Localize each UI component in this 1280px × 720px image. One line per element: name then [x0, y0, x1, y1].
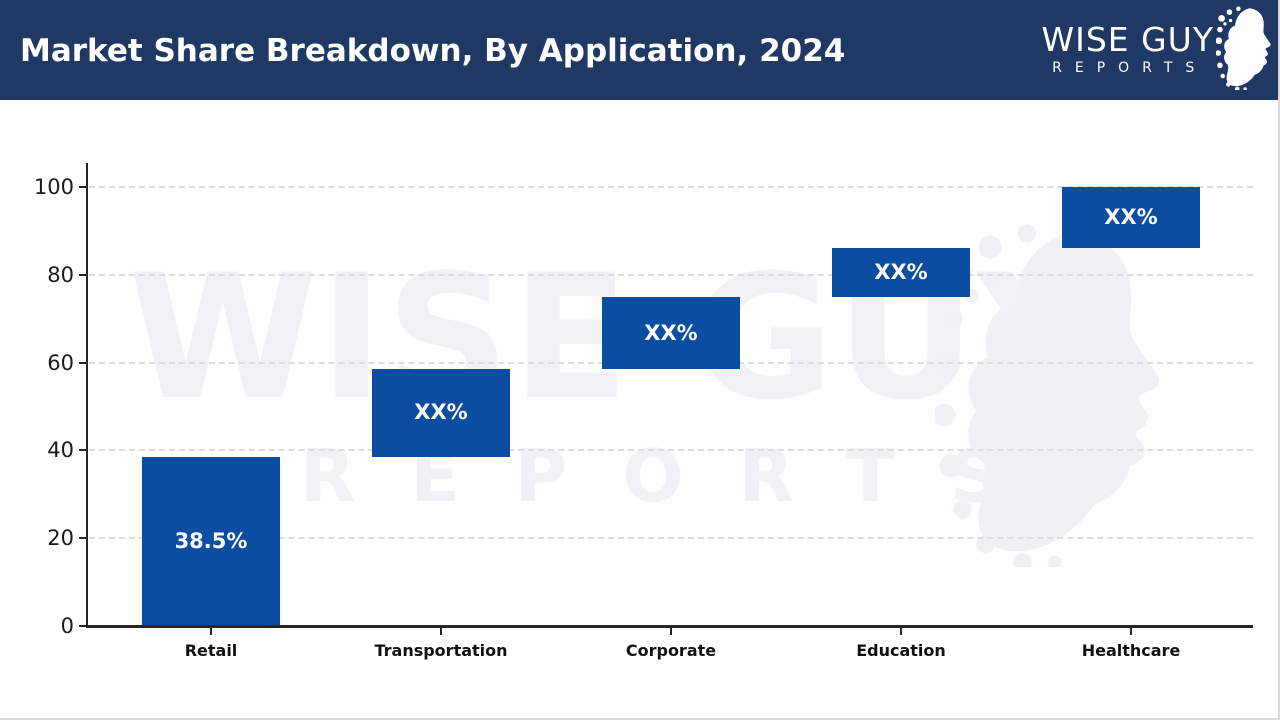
y-tick-40: [79, 449, 88, 452]
x-category-label: Education: [856, 641, 946, 660]
x-category-label: Corporate: [625, 641, 717, 660]
logo-face-icon: [1216, 6, 1271, 90]
x-category-label: Retail: [184, 641, 238, 660]
y-tick-label-80: 80: [47, 262, 74, 287]
y-tick-label-20: 20: [47, 526, 74, 551]
gridline-80: [89, 273, 1253, 276]
bar-value-label: XX%: [1104, 205, 1158, 229]
chart-title: Market Share Breakdown, By Application, …: [20, 33, 846, 69]
y-tick-20: [79, 537, 88, 540]
x-tick-education: [900, 628, 902, 635]
x-tick-transportation: [440, 628, 442, 635]
y-tick-0: [79, 625, 88, 627]
bar-value-label: XX%: [414, 400, 468, 425]
x-tick-corporate: [670, 628, 672, 635]
y-tick-label-60: 60: [47, 350, 74, 375]
wise-guy-reports-logo: WISE GUY REPORTS: [1041, 6, 1272, 90]
bar-value-label: XX%: [874, 260, 928, 285]
bar-retail: [142, 456, 280, 626]
y-tick-100: [79, 186, 88, 188]
y-tick-label-100: 100: [33, 175, 74, 199]
bar-value-label: XX%: [644, 320, 698, 345]
bar-transportation: [372, 369, 510, 457]
gridline-100: [89, 186, 1253, 188]
logo-reports-text: REPORTS: [1052, 60, 1208, 77]
logo-text: WISE GUY REPORTS: [1041, 20, 1214, 77]
chart-header: Market Share Breakdown, By Application, …: [0, 0, 1278, 100]
y-tick-60: [79, 361, 88, 364]
y-tick-label-0: 0: [60, 614, 74, 638]
x-category-label: Transportation: [374, 641, 508, 660]
y-axis-line: [86, 163, 88, 628]
bar-corporate: [602, 296, 740, 370]
y-tick-label-40: 40: [47, 438, 74, 463]
x-tick-healthcare: [1130, 628, 1132, 635]
y-tick-80: [79, 273, 88, 276]
x-tick-retail: [210, 628, 212, 635]
logo-wordmark: WISE GUY: [1041, 20, 1214, 59]
x-axis-line: [86, 625, 1253, 628]
x-category-label: Healthcare: [1081, 641, 1181, 660]
gridline-20: [89, 537, 1253, 540]
bar-value-label: 38.5%: [174, 528, 248, 553]
gridline-40: [89, 449, 1253, 452]
